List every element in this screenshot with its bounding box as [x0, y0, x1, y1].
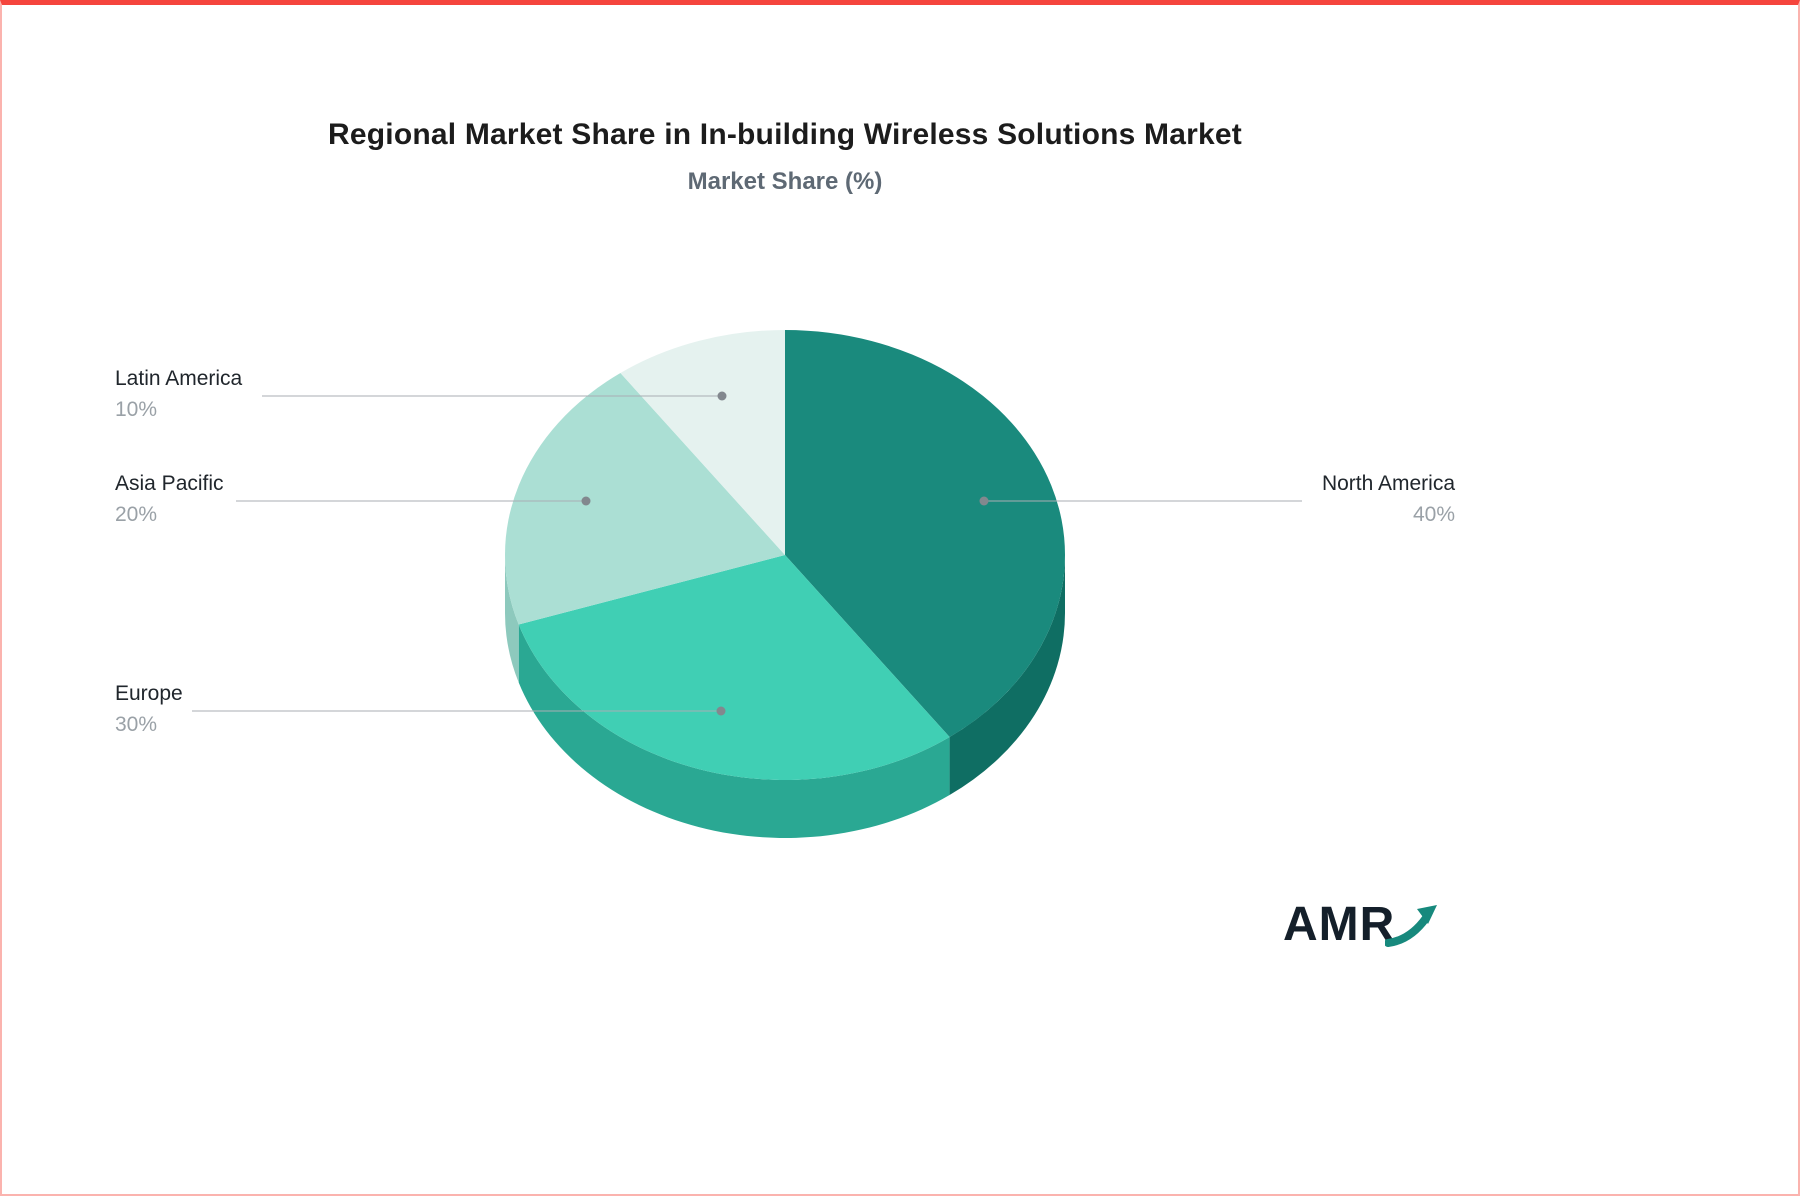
leader-dot-latin-america [717, 391, 727, 401]
amr-logo: AMR [1283, 898, 1438, 951]
pie-slice-side-north-america [949, 555, 1065, 796]
leader-dot-europe [716, 706, 726, 716]
leader-dot-north-america [979, 496, 989, 506]
slice-label-name: Latin America [115, 367, 243, 390]
leader-dot-asia-pacific [581, 496, 591, 506]
slice-label-value: 30% [115, 713, 158, 736]
amr-logo-text: AMR [1283, 898, 1396, 951]
chart-header: Regional Market Share in In-building Wir… [0, 0, 1570, 196]
pie-slice-north-america [785, 330, 1066, 738]
slice-label-value: 40% [1412, 503, 1455, 526]
pie-slice-side-europe [518, 624, 950, 839]
slice-label-asia-pacific: Asia Pacific 20% [115, 468, 224, 530]
slice-label-name: Asia Pacific [115, 472, 224, 495]
slice-label-value: 10% [115, 398, 158, 421]
pie-slice-latin-america [620, 330, 785, 555]
slice-label-north-america: North America 40% [1322, 468, 1455, 530]
pie-slice-asia-pacific [504, 372, 785, 625]
slice-label-name: Europe [115, 682, 183, 705]
pie-slice-side-asia-pacific [505, 555, 519, 683]
slice-label-europe: Europe 30% [115, 678, 183, 740]
slice-label-name: North America [1321, 472, 1455, 495]
chart-title: Regional Market Share in In-building Wir… [328, 118, 1242, 151]
pie-slice-europe [518, 555, 950, 781]
slice-label-value: 20% [115, 503, 158, 526]
logo-arrow-icon [1385, 905, 1438, 947]
slice-label-latin-america: Latin America 10% [115, 363, 242, 425]
chart-subtitle: Market Share (%) [687, 168, 883, 195]
